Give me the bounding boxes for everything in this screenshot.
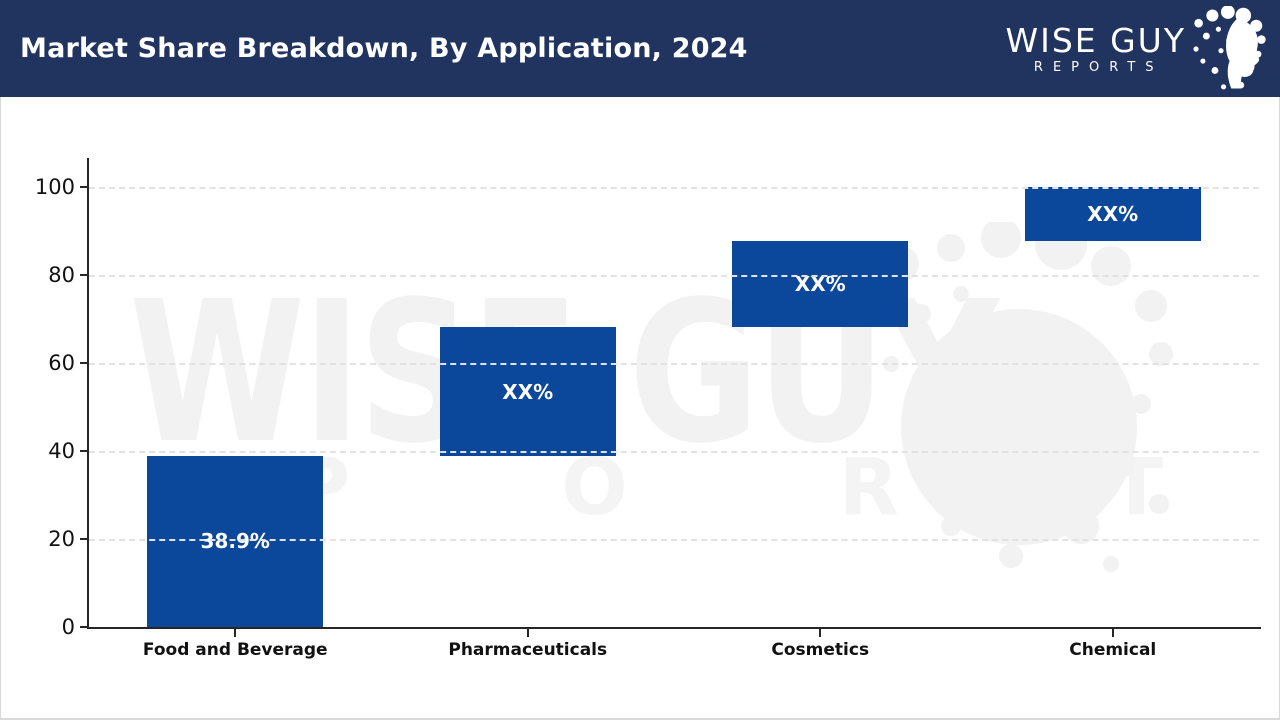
gridline-60 [89, 363, 1259, 365]
gridline-40 [89, 451, 1259, 453]
x-tick-mark-3 [1111, 629, 1114, 637]
x-category-label-2: Cosmetics [771, 640, 870, 660]
page-title: Market Share Breakdown, By Application, … [20, 33, 748, 64]
header: Market Share Breakdown, By Application, … [0, 0, 1280, 97]
y-tick-label-0: 0 [61, 615, 75, 639]
bar-cosmetics: XX% [732, 241, 909, 328]
y-tick-label-40: 40 [48, 439, 75, 463]
x-category-label-0: Food and Beverage [142, 640, 328, 660]
x-tick-mark-2 [819, 629, 822, 637]
bar-value-label: 38.9% [200, 529, 270, 554]
y-tick-mark-100 [80, 186, 88, 188]
y-axis-line [87, 158, 89, 629]
brand-logo: WISE GUY REPORTS [1005, 5, 1266, 92]
y-tick-label-100: 100 [34, 175, 75, 199]
y-tick-label-80: 80 [48, 263, 75, 287]
chart-canvas: WISE GUY P O R T S 38.9%XX%XX%XX% 020406… [0, 97, 1280, 720]
logo-wordmark-line2: REPORTS [1033, 59, 1164, 75]
x-tick-mark-1 [526, 629, 529, 637]
y-tick-label-20: 20 [48, 527, 75, 551]
bar-value-label: XX% [502, 379, 554, 404]
watermark-face-icon [883, 222, 1173, 572]
gridline-80 [89, 275, 1259, 277]
bar-chemical: XX% [1024, 187, 1201, 242]
bar-value-label: XX% [1087, 202, 1139, 227]
gridline-20 [89, 539, 1259, 541]
y-tick-mark-60 [80, 362, 88, 364]
bar-pharmaceuticals: XX% [439, 327, 616, 456]
logo-face-icon [1193, 5, 1266, 89]
plot-area: 38.9% XX% XX% XX% 0 20 40 60 80 100 Food and Bev… [1, 97, 1279, 718]
x-axis-line [87, 627, 1261, 629]
bar-food-and-beverage: 38.9% [147, 455, 324, 627]
y-tick-mark-20 [80, 538, 88, 540]
x-tick-mark-0 [234, 629, 237, 637]
y-tick-mark-40 [80, 450, 88, 452]
x-category-label-3: Chemical [1069, 640, 1157, 660]
y-tick-mark-0 [80, 626, 88, 628]
x-category-label-1: Pharmaceuticals [448, 640, 608, 660]
y-tick-mark-80 [80, 274, 88, 276]
gridline-100 [89, 187, 1259, 189]
logo-wordmark: WISE GUY REPORTS [1005, 24, 1186, 74]
y-tick-label-60: 60 [48, 351, 75, 375]
logo-wordmark-line1: WISE GUY [1005, 20, 1186, 60]
